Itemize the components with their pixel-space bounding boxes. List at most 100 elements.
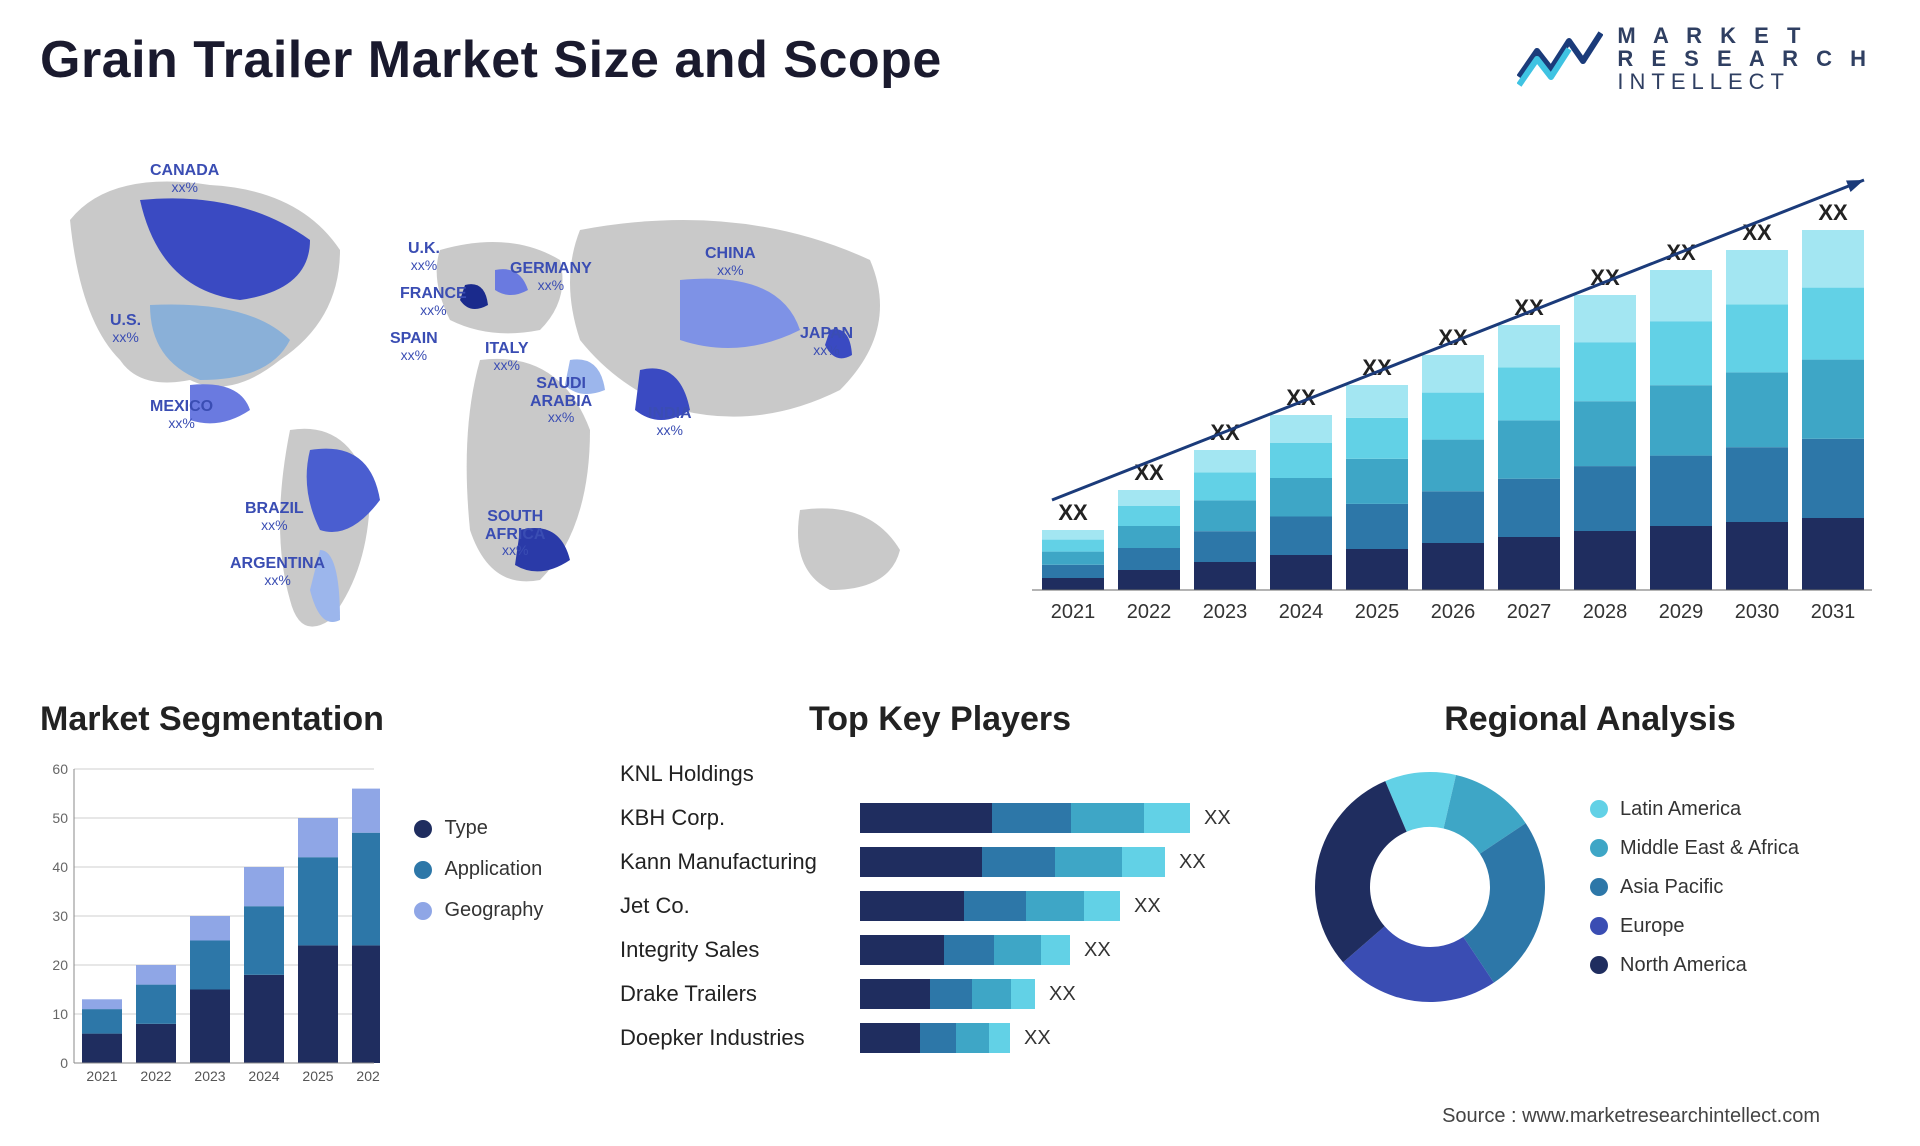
- region-legend-item: Middle East & Africa: [1590, 837, 1799, 860]
- legend-label: North America: [1620, 954, 1747, 977]
- player-bar-seg: [989, 1023, 1010, 1053]
- svg-text:2027: 2027: [1507, 601, 1552, 623]
- page-title: Grain Trailer Market Size and Scope: [40, 30, 942, 90]
- world-map: CANADAxx% U.S.xx% MEXICOxx% BRAZILxx% ARGENT…: [40, 130, 940, 660]
- svg-text:XX: XX: [1134, 460, 1164, 485]
- player-bar-seg: [860, 935, 944, 965]
- logo-line1: M A R K E T: [1617, 24, 1872, 47]
- legend-swatch: [1590, 878, 1608, 896]
- svg-text:2026: 2026: [356, 1068, 380, 1084]
- regional-title: Regional Analysis: [1310, 700, 1870, 739]
- player-bar-seg: [860, 803, 992, 833]
- map-label-china: CHINAxx%: [705, 245, 756, 278]
- growth-chart: XX2021XX2022XX2023XX2024XX2025XX2026XX20…: [1032, 150, 1872, 650]
- player-bar-seg: [956, 1023, 989, 1053]
- player-row: Doepker IndustriesXX: [620, 1021, 1260, 1055]
- logo-line2: R E S E A R C H: [1617, 47, 1872, 70]
- regional-legend: Latin America Middle East & Africa Asia Pa…: [1590, 782, 1799, 993]
- svg-text:2025: 2025: [1355, 601, 1400, 623]
- player-row: Jet Co. XX: [620, 889, 1260, 923]
- brand-logo: M A R K E T R E S E A R C H INTELLECT: [1517, 24, 1872, 93]
- player-bar-seg: [860, 979, 930, 1009]
- legend-swatch: [1590, 917, 1608, 935]
- map-label-spain: SPAINxx%: [390, 330, 438, 363]
- svg-text:2024: 2024: [248, 1068, 279, 1084]
- legend-swatch: [1590, 839, 1608, 857]
- player-name: Drake Trailers: [620, 981, 860, 1007]
- svg-text:2026: 2026: [1431, 601, 1476, 623]
- svg-text:10: 10: [52, 1006, 68, 1022]
- player-bar: [860, 1023, 1010, 1053]
- map-label-south-africa: SOUTHAFRICAxx%: [485, 508, 545, 559]
- svg-text:2029: 2029: [1659, 601, 1704, 623]
- legend-label: Asia Pacific: [1620, 876, 1723, 899]
- logo-line3: INTELLECT: [1617, 70, 1872, 93]
- player-value: XX: [1179, 851, 1206, 874]
- svg-text:XX: XX: [1818, 200, 1848, 225]
- map-label-mexico: MEXICOxx%: [150, 398, 213, 431]
- map-label-argentina: ARGENTINAxx%: [230, 555, 325, 588]
- player-row: Drake TrailersXX: [620, 977, 1260, 1011]
- player-name: Kann Manufacturing: [620, 849, 860, 875]
- svg-text:2022: 2022: [1127, 601, 1172, 623]
- players-list: KNL HoldingsKBH Corp.XXKann Manufacturin…: [620, 757, 1260, 1055]
- legend-label: Application: [444, 858, 542, 881]
- map-label-u-k-: U.K.xx%: [408, 240, 440, 273]
- legend-label: Geography: [444, 899, 543, 922]
- region-legend-item: North America: [1590, 954, 1799, 977]
- player-name: Jet Co.: [620, 893, 860, 919]
- player-value: XX: [1204, 807, 1231, 830]
- legend-swatch: [1590, 956, 1608, 974]
- map-label-brazil: BRAZILxx%: [245, 500, 304, 533]
- svg-text:40: 40: [52, 859, 68, 875]
- svg-text:2025: 2025: [302, 1068, 333, 1084]
- player-bar-seg: [860, 847, 982, 877]
- legend-swatch: [414, 902, 432, 920]
- svg-text:2028: 2028: [1583, 601, 1628, 623]
- legend-label: Latin America: [1620, 798, 1741, 821]
- player-row: KNL Holdings: [620, 757, 1260, 791]
- svg-text:XX: XX: [1058, 500, 1088, 525]
- player-row: Kann Manufacturing XX: [620, 845, 1260, 879]
- player-bar-seg: [944, 935, 994, 965]
- svg-text:2031: 2031: [1811, 601, 1856, 623]
- region-legend-item: Europe: [1590, 915, 1799, 938]
- growth-chart-svg: XX2021XX2022XX2023XX2024XX2025XX2026XX20…: [1032, 150, 1872, 650]
- player-bar: [860, 847, 1165, 877]
- player-bar-seg: [1041, 935, 1070, 965]
- player-bar: [860, 979, 1035, 1009]
- source-text: Source : www.marketresearchintellect.com: [1442, 1105, 1820, 1128]
- player-bar-seg: [1084, 891, 1120, 921]
- svg-text:2021: 2021: [86, 1068, 117, 1084]
- svg-text:2030: 2030: [1735, 601, 1780, 623]
- svg-text:2022: 2022: [140, 1068, 171, 1084]
- segmentation-legend-item: Type: [414, 817, 543, 840]
- player-bar-seg: [994, 935, 1040, 965]
- legend-swatch: [1590, 800, 1608, 818]
- legend-swatch: [414, 861, 432, 879]
- segmentation-title: Market Segmentation: [40, 700, 570, 739]
- segmentation-legend-item: Geography: [414, 899, 543, 922]
- region-legend-item: Latin America: [1590, 798, 1799, 821]
- map-label-canada: CANADAxx%: [150, 162, 219, 195]
- player-bar-seg: [964, 891, 1026, 921]
- svg-text:20: 20: [52, 957, 68, 973]
- region-legend-item: Asia Pacific: [1590, 876, 1799, 899]
- player-bar-seg: [1055, 847, 1122, 877]
- map-label-u-s-: U.S.xx%: [110, 312, 141, 345]
- world-map-svg: [40, 130, 940, 660]
- player-bar-seg: [1144, 803, 1190, 833]
- map-label-india: INDIAxx%: [648, 405, 692, 438]
- player-name: Integrity Sales: [620, 937, 860, 963]
- player-bar: [860, 891, 1120, 921]
- svg-text:2023: 2023: [1203, 601, 1248, 623]
- player-bar-seg: [920, 1023, 956, 1053]
- player-value: XX: [1134, 895, 1161, 918]
- brand-logo-icon: [1517, 27, 1603, 91]
- map-label-japan: JAPANxx%: [800, 325, 853, 358]
- svg-text:50: 50: [52, 810, 68, 826]
- player-value: XX: [1024, 1027, 1051, 1050]
- svg-text:XX: XX: [1742, 220, 1772, 245]
- player-name: KNL Holdings: [620, 761, 860, 787]
- player-bar-seg: [982, 847, 1055, 877]
